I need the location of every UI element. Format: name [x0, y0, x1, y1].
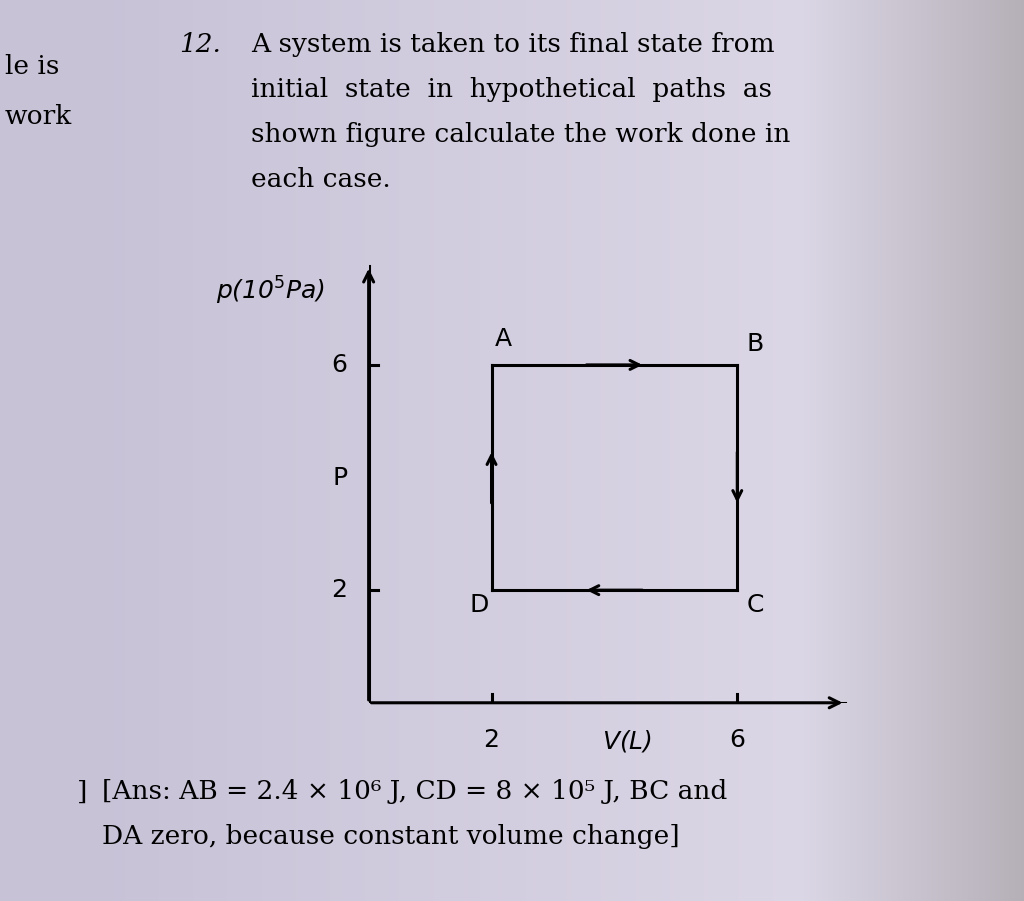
Text: 2: 2 [331, 578, 347, 602]
Text: $p$(10$^5$Pa): $p$(10$^5$Pa) [216, 275, 326, 307]
Text: 12.: 12. [179, 32, 221, 57]
Text: each case.: each case. [251, 167, 390, 192]
Text: B: B [746, 332, 764, 357]
Text: work: work [5, 104, 73, 129]
Text: shown figure calculate the work done in: shown figure calculate the work done in [251, 122, 791, 147]
Text: ]: ] [77, 779, 87, 805]
Text: C: C [746, 593, 764, 617]
Text: [Ans: AB = 2.4 × 10⁶ J, CD = 8 × 10⁵ J, BC and: [Ans: AB = 2.4 × 10⁶ J, CD = 8 × 10⁵ J, … [102, 779, 728, 805]
Text: 6: 6 [331, 353, 347, 377]
Text: A: A [495, 327, 512, 350]
Text: $V$(L): $V$(L) [602, 728, 651, 754]
Text: D: D [469, 593, 488, 617]
Text: 2: 2 [483, 728, 500, 752]
Text: 6: 6 [729, 728, 745, 752]
Text: DA zero, because constant volume change]: DA zero, because constant volume change] [102, 824, 680, 850]
Text: le is: le is [5, 54, 59, 79]
Text: A system is taken to its final state from: A system is taken to its final state fro… [251, 32, 774, 57]
Text: P: P [332, 466, 347, 489]
Text: initial  state  in  hypothetical  paths  as: initial state in hypothetical paths as [251, 77, 772, 102]
